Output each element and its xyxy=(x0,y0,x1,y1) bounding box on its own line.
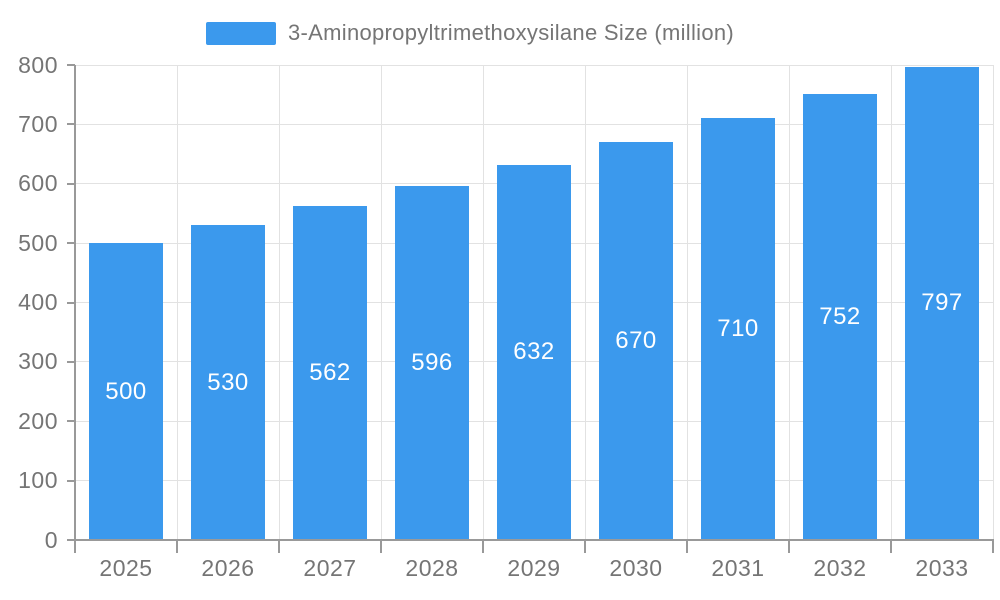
y-axis-label: 400 xyxy=(18,289,58,315)
bar-2030[interactable]: 670 xyxy=(599,142,673,540)
x-axis-tick xyxy=(278,541,280,553)
bar-value-label: 562 xyxy=(309,359,351,387)
y-axis-tick xyxy=(67,301,75,304)
bar-2033[interactable]: 797 xyxy=(905,66,979,540)
gridline-vertical xyxy=(278,65,280,540)
bar-value-label: 530 xyxy=(207,368,249,396)
x-axis-label: 2025 xyxy=(99,555,153,581)
x-axis-tick xyxy=(686,541,688,553)
legend[interactable]: 3-Aminopropyltrimethoxysilane Size (mill… xyxy=(206,20,734,46)
bar-2027[interactable]: 562 xyxy=(293,206,367,540)
x-axis-label: 2030 xyxy=(609,555,663,581)
x-axis-label: 2027 xyxy=(303,555,357,581)
bar-2028[interactable]: 596 xyxy=(395,186,469,540)
x-axis-line xyxy=(74,539,994,541)
gridline-vertical xyxy=(890,65,892,540)
gridline-vertical xyxy=(788,65,790,540)
x-axis-label: 2031 xyxy=(711,555,765,581)
bar-value-label: 670 xyxy=(615,327,657,355)
gridline-vertical xyxy=(992,65,994,540)
x-axis-label: 2029 xyxy=(507,555,561,581)
y-axis-label: 800 xyxy=(18,51,58,78)
y-axis-tick xyxy=(67,420,75,423)
bar-2025[interactable]: 500 xyxy=(89,243,163,540)
legend-label: 3-Aminopropyltrimethoxysilane Size (mill… xyxy=(288,20,735,45)
legend-swatch xyxy=(206,21,276,45)
x-axis-tick xyxy=(176,541,178,553)
x-axis-tick xyxy=(788,541,790,553)
x-axis-label: 2032 xyxy=(813,555,867,581)
x-axis-label: 2028 xyxy=(405,555,459,581)
y-axis-label: 700 xyxy=(18,110,58,137)
bar-2031[interactable]: 710 xyxy=(701,118,775,540)
bar-2032[interactable]: 752 xyxy=(803,93,877,540)
gridline-vertical xyxy=(176,65,178,540)
gridline-vertical xyxy=(686,65,688,540)
y-axis-label: 200 xyxy=(18,407,58,434)
y-axis-line xyxy=(74,65,76,542)
y-axis-label: 100 xyxy=(18,467,58,494)
x-axis-tick xyxy=(482,541,484,553)
y-axis-tick xyxy=(67,123,75,126)
y-axis-label: 0 xyxy=(44,526,58,553)
gridline-horizontal xyxy=(75,123,993,125)
bar-2026[interactable]: 530 xyxy=(191,225,265,540)
gridline-horizontal xyxy=(75,64,993,66)
bar-2029[interactable]: 632 xyxy=(497,164,571,540)
y-axis-tick xyxy=(67,360,75,363)
x-axis-tick xyxy=(584,541,586,553)
y-axis-label: 600 xyxy=(18,170,58,197)
bar-value-label: 710 xyxy=(717,315,759,343)
x-axis-label: 2033 xyxy=(915,555,969,581)
bar-value-label: 596 xyxy=(411,349,453,377)
x-axis-label: 2026 xyxy=(201,555,255,581)
y-axis-label: 300 xyxy=(18,348,58,375)
y-axis-tick xyxy=(67,64,75,66)
gridline-vertical xyxy=(584,65,586,540)
y-axis-label: 500 xyxy=(18,229,58,256)
plot-area: 500 530 562 596 632 670 710 752 797 xyxy=(75,64,994,540)
x-axis-tick xyxy=(380,541,382,553)
bar-value-label: 797 xyxy=(921,289,963,317)
gridline-vertical xyxy=(482,65,484,540)
y-axis-tick xyxy=(67,539,75,541)
bar-value-label: 500 xyxy=(105,377,147,405)
bar-value-label: 752 xyxy=(819,302,861,330)
gridline-vertical xyxy=(380,65,382,540)
y-axis-tick xyxy=(67,242,75,245)
x-axis-tick xyxy=(992,541,994,553)
bar-value-label: 632 xyxy=(513,338,555,366)
x-axis-tick xyxy=(74,541,76,553)
y-axis-tick xyxy=(67,479,75,482)
x-axis-tick xyxy=(890,541,892,553)
y-axis-tick xyxy=(67,182,75,185)
